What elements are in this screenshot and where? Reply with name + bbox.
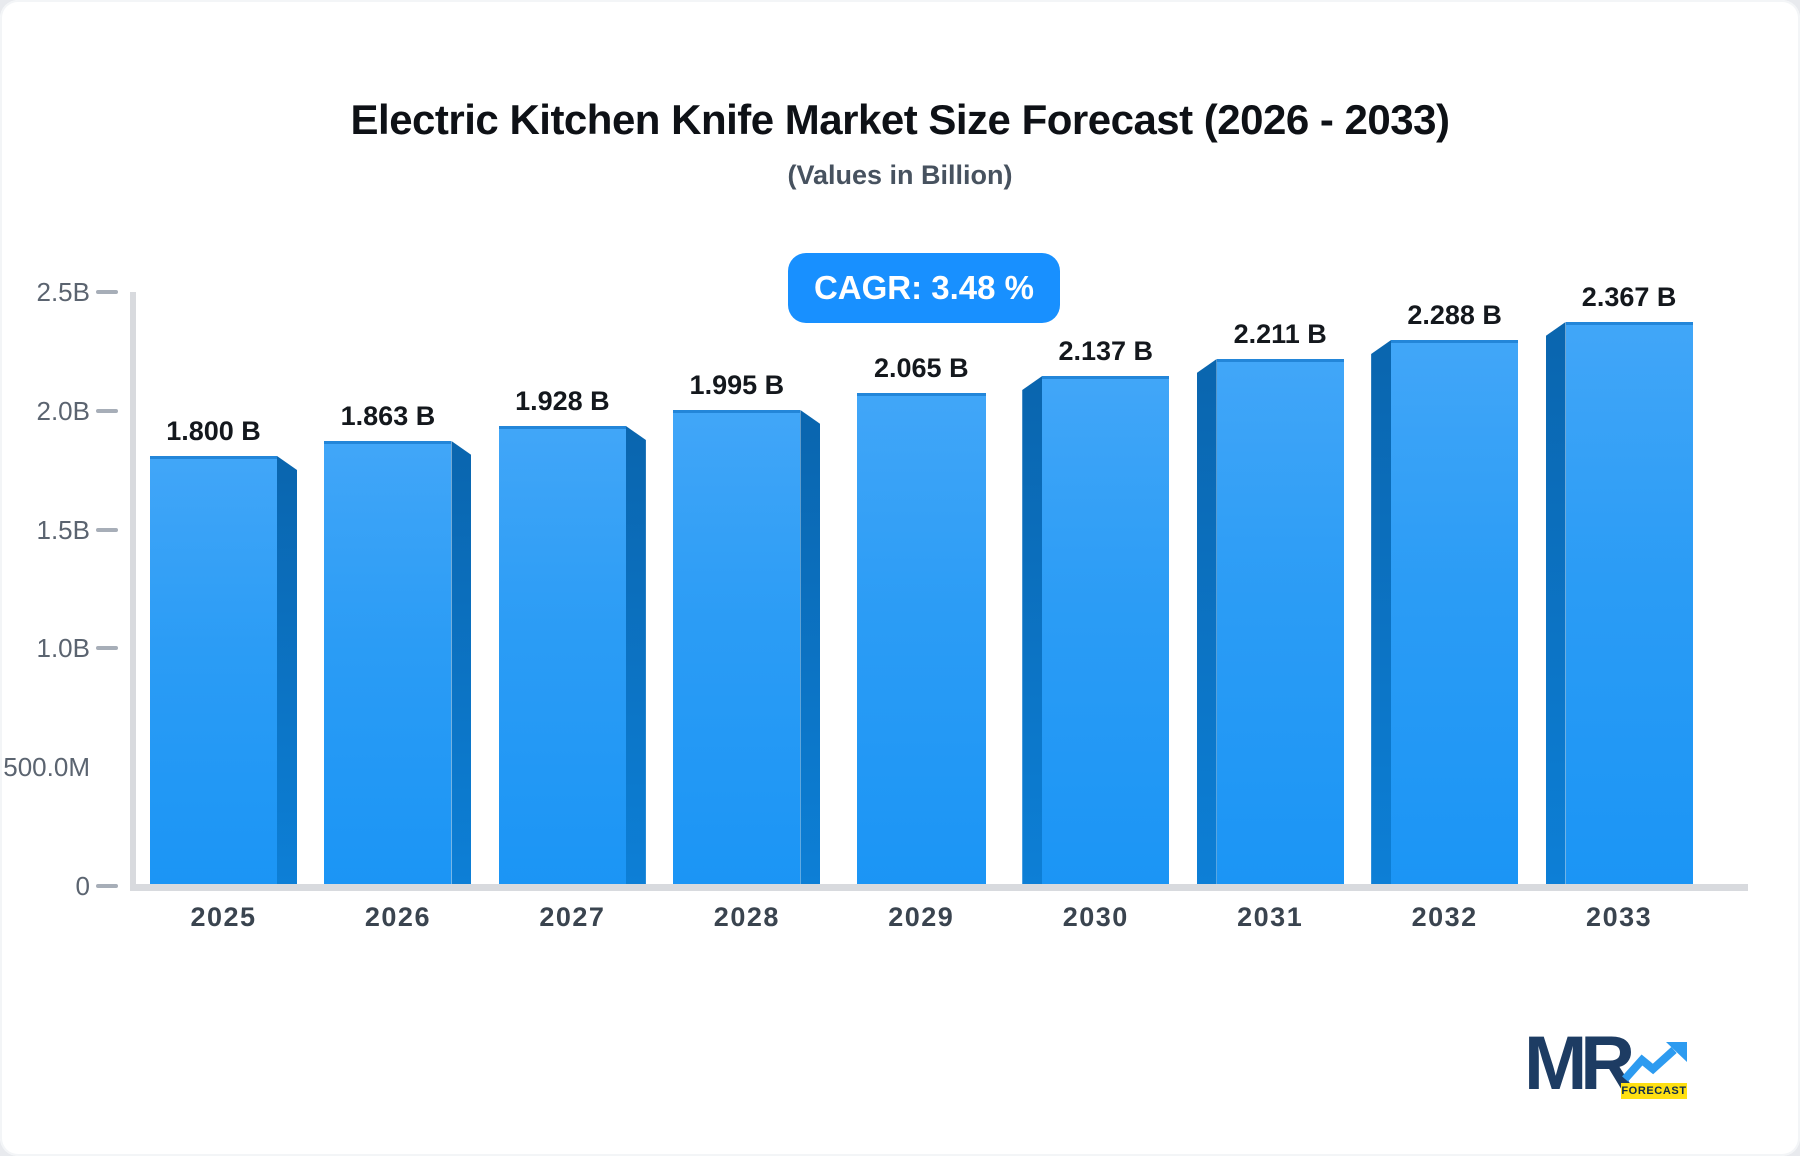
x-axis-year-label: 2027: [539, 902, 606, 932]
bar-side: [1371, 340, 1392, 884]
chart-subtitle: (Values in Billion): [787, 160, 1013, 190]
bar-side: [800, 410, 821, 884]
bar-2025: [150, 456, 297, 884]
bar-value-label: 1.928 B: [515, 386, 610, 416]
cagr-badge: CAGR: 3.48 %: [788, 253, 1060, 323]
bar-face: [856, 393, 986, 884]
bar-face: [1042, 376, 1170, 884]
x-axis-year-label: 2032: [1411, 902, 1478, 932]
bar-value-label: 1.995 B: [689, 370, 785, 400]
bar-side: [625, 426, 646, 884]
bar-value-label: 2.288 B: [1407, 300, 1502, 330]
bar-side: [1196, 359, 1217, 884]
y-tick-label: 1.5B: [36, 514, 91, 545]
bar-2026: [324, 441, 472, 884]
y-tick-label: 2.0B: [36, 395, 91, 426]
bar-2027: [498, 426, 646, 884]
bar-value-label: 2.137 B: [1058, 336, 1154, 366]
y-tick-dash: [96, 884, 118, 888]
y-tick-dash: [96, 408, 118, 413]
bar-value-label: 2.367 B: [1581, 282, 1677, 312]
bar-side: [277, 456, 297, 884]
bar-side: [451, 441, 472, 884]
cagr-badge-label: CAGR: 3.48 %: [813, 269, 1035, 306]
bar-2030: [1022, 376, 1170, 884]
x-axis-year-label: 2026: [364, 902, 431, 932]
logo-mr-text: MR: [1524, 1021, 1635, 1106]
bar-face: [1565, 322, 1693, 884]
y-tick-label: 2.5B: [36, 277, 91, 307]
bar-2028: [673, 410, 821, 884]
bar-value-label: 2.211 B: [1233, 319, 1327, 349]
bar-2031: [1196, 359, 1344, 884]
bar-face: [1391, 340, 1519, 884]
bar-side: [1022, 376, 1043, 884]
bar-2033: [1545, 322, 1693, 884]
bar-face: [1216, 359, 1344, 884]
x-axis-year-label: 2029: [888, 902, 955, 932]
y-tick-label: 0: [75, 871, 90, 901]
x-axis-year-label: 2025: [190, 902, 257, 932]
y-tick-dash: [96, 290, 118, 294]
trend-arrow-icon: [1622, 1042, 1687, 1082]
y-axis-line: [130, 292, 136, 888]
bar-face: [150, 456, 277, 884]
bar-face: [324, 441, 452, 884]
bar-side: [1545, 322, 1566, 884]
bar-face: [673, 410, 801, 884]
bar-value-label: 1.800 B: [166, 416, 261, 446]
y-tick-dash: [96, 527, 118, 532]
x-axis-line: [130, 884, 1748, 891]
logo-forecast-text: FORECAST: [1621, 1083, 1687, 1099]
bar-value-label: 2.065 B: [874, 353, 969, 383]
y-tick-label: 500.0M: [3, 752, 90, 783]
x-axis-year-label: 2031: [1237, 902, 1304, 932]
bar-2029: [848, 393, 995, 884]
y-tick-label: 1.0B: [36, 633, 91, 664]
mr-forecast-logo: MR FORECAST: [1524, 1026, 1700, 1102]
x-axis-year-label: 2028: [713, 902, 780, 932]
bar-face: [498, 426, 626, 884]
bar-2032: [1371, 340, 1519, 884]
x-axis-year-label: 2030: [1062, 902, 1129, 932]
x-axis-year-label: 2033: [1586, 902, 1653, 932]
chart-title: Electric Kitchen Knife Market Size Forec…: [350, 96, 1450, 143]
y-tick-dash: [96, 646, 118, 651]
bar-value-label: 1.863 B: [340, 401, 436, 431]
